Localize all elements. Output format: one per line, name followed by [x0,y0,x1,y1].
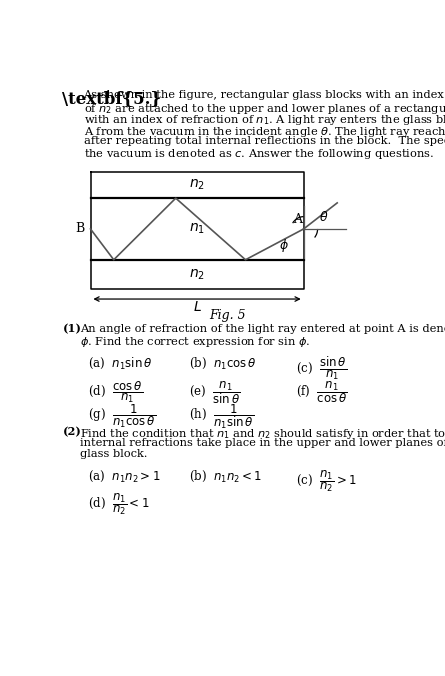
Text: the vacuum is denoted as $c$. Answer the following questions.: the vacuum is denoted as $c$. Answer the… [84,147,433,162]
Text: glass block.: glass block. [81,450,148,459]
Text: $n_2$: $n_2$ [189,178,205,192]
Text: (b)  $n_1 n_2 < 1$: (b) $n_1 n_2 < 1$ [189,468,262,483]
Text: $\phi$: $\phi$ [279,237,288,254]
Text: (f)  $\dfrac{n_1}{\cos\theta}$: (f) $\dfrac{n_1}{\cos\theta}$ [296,379,348,405]
Text: (2): (2) [63,427,82,437]
Text: (a)  $n_1 n_2 > 1$: (a) $n_1 n_2 > 1$ [88,468,161,483]
Text: internal refractions take place in the upper and lower planes of the: internal refractions take place in the u… [81,438,445,448]
Text: (a)  $n_1 \sin\theta$: (a) $n_1 \sin\theta$ [88,356,153,371]
Text: (d)  $\dfrac{n_1}{n_2} < 1$: (d) $\dfrac{n_1}{n_2} < 1$ [88,491,150,517]
Text: A from the vacuum in the incident angle $\theta$. The light ray reaches point B: A from the vacuum in the incident angle … [84,124,445,139]
Text: An angle of refraction of the light ray entered at point A is denoted as: An angle of refraction of the light ray … [81,324,445,334]
Text: $\theta$: $\theta$ [319,210,328,224]
Text: $n_1$: $n_1$ [189,222,205,236]
Text: Find the condition that $n_1$ and $n_2$ should satisfy in order that total: Find the condition that $n_1$ and $n_2$ … [81,427,445,441]
Text: (1): (1) [63,324,82,335]
Text: (g)  $\dfrac{1}{n_1\cos\theta}$: (g) $\dfrac{1}{n_1\cos\theta}$ [88,402,156,430]
Text: (c)  $\dfrac{n_1}{n_2} > 1$: (c) $\dfrac{n_1}{n_2} > 1$ [296,468,356,494]
Text: Fig. 5: Fig. 5 [209,309,246,322]
Text: after repeating total internal reflections in the block.  The speed of light in: after repeating total internal reflectio… [84,136,445,146]
Text: (e)  $\dfrac{n_1}{\sin\theta}$: (e) $\dfrac{n_1}{\sin\theta}$ [189,379,240,406]
Text: As shown in the figure, rectangular glass blocks with an index of refraction: As shown in the figure, rectangular glas… [84,91,445,100]
Text: (c)  $\dfrac{\sin\theta}{n_1}$: (c) $\dfrac{\sin\theta}{n_1}$ [296,356,347,383]
Text: A: A [293,213,302,226]
Text: $L$: $L$ [193,299,202,314]
Text: of $n_2$ are attached to the upper and lower planes of a rectangular glass block: of $n_2$ are attached to the upper and l… [84,102,445,116]
Text: $\phi$. Find the correct expression for sin $\phi$.: $\phi$. Find the correct expression for … [81,335,311,349]
Text: \textbf{5.}: \textbf{5.} [62,91,161,107]
Text: with an index of refraction of $n_1$. A light ray enters the glass block at poin: with an index of refraction of $n_1$. A … [84,113,445,127]
Text: (b)  $n_1 \cos\theta$: (b) $n_1 \cos\theta$ [189,356,257,371]
Text: B: B [75,222,84,235]
Text: $n_2$: $n_2$ [189,267,205,282]
Text: (h)  $\dfrac{1}{n_1\sin\theta}$: (h) $\dfrac{1}{n_1\sin\theta}$ [189,402,254,431]
Text: (d)  $\dfrac{\cos\theta}{n_1}$: (d) $\dfrac{\cos\theta}{n_1}$ [88,379,143,405]
